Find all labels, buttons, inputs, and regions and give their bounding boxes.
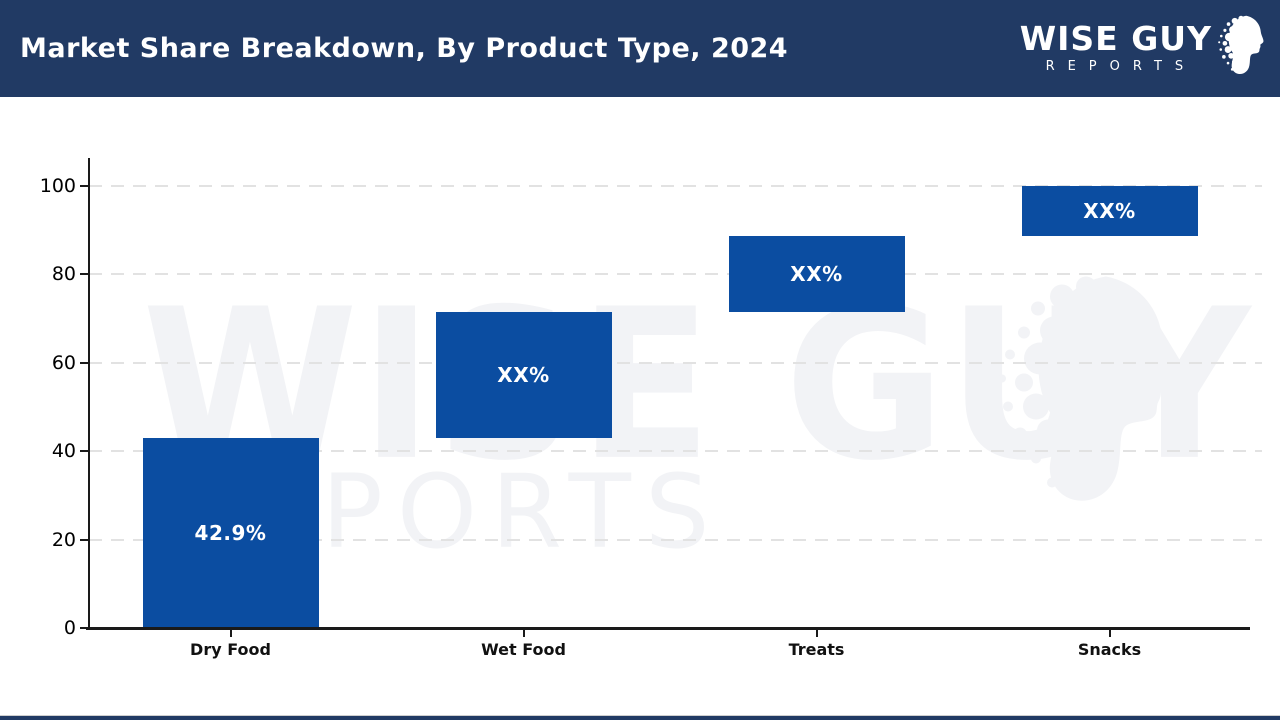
x-tick-mark: [229, 630, 232, 637]
page-title: Market Share Breakdown, By Product Type,…: [20, 33, 789, 64]
bar-value-label: XX%: [1083, 198, 1136, 223]
gridline: [89, 361, 1262, 364]
bar: XX%: [728, 235, 905, 313]
x-tick-mark: [1108, 630, 1111, 637]
logo-subtitle: REPORTS: [1045, 59, 1197, 75]
y-tick-label: 80: [51, 263, 76, 285]
y-tick-label: 60: [51, 351, 76, 374]
x-category-label: Treats: [788, 640, 845, 659]
bottom-divider: [0, 715, 1280, 716]
wiseguy-logo: WISE GUY REPORTS: [1020, 8, 1266, 88]
x-category-label: Dry Food: [190, 640, 271, 659]
y-axis-line: [88, 158, 90, 629]
bar: XX%: [435, 312, 612, 439]
logo-wordmark: WISE GUY: [1019, 18, 1212, 58]
bar-value-label: 42.9%: [194, 521, 267, 546]
x-axis-line: [86, 627, 1250, 630]
y-tick-label: 0: [63, 617, 76, 639]
y-tick-mark: [80, 184, 88, 187]
watermark-head-icon: [998, 276, 1173, 501]
y-tick-mark: [80, 538, 88, 541]
y-tick-label: 100: [39, 174, 76, 197]
y-tick-mark: [80, 273, 88, 275]
y-tick-label: 40: [51, 440, 76, 462]
x-category-label: Snacks: [1077, 640, 1142, 659]
y-tick-mark: [80, 361, 88, 364]
header-bar: Market Share Breakdown, By Product Type,…: [0, 0, 1280, 97]
gridline: [89, 273, 1262, 275]
x-category-label: Wet Food: [481, 640, 566, 659]
wiseguy-head-icon: [1218, 15, 1264, 75]
gridline: [89, 538, 1262, 541]
bar-value-label: XX%: [790, 261, 843, 286]
bottom-bar: [0, 716, 1280, 720]
bar: XX%: [1021, 185, 1198, 236]
x-tick-mark: [522, 630, 525, 637]
logo-text: WISE GUY REPORTS: [1019, 18, 1212, 75]
bar-value-label: XX%: [497, 363, 550, 388]
bar: 42.9%: [142, 438, 319, 628]
y-tick-mark: [80, 450, 88, 452]
gridline: [89, 184, 1262, 187]
gridline: [89, 450, 1262, 452]
x-tick-mark: [815, 630, 818, 637]
y-tick-mark: [80, 627, 88, 629]
y-tick-label: 20: [51, 528, 76, 551]
